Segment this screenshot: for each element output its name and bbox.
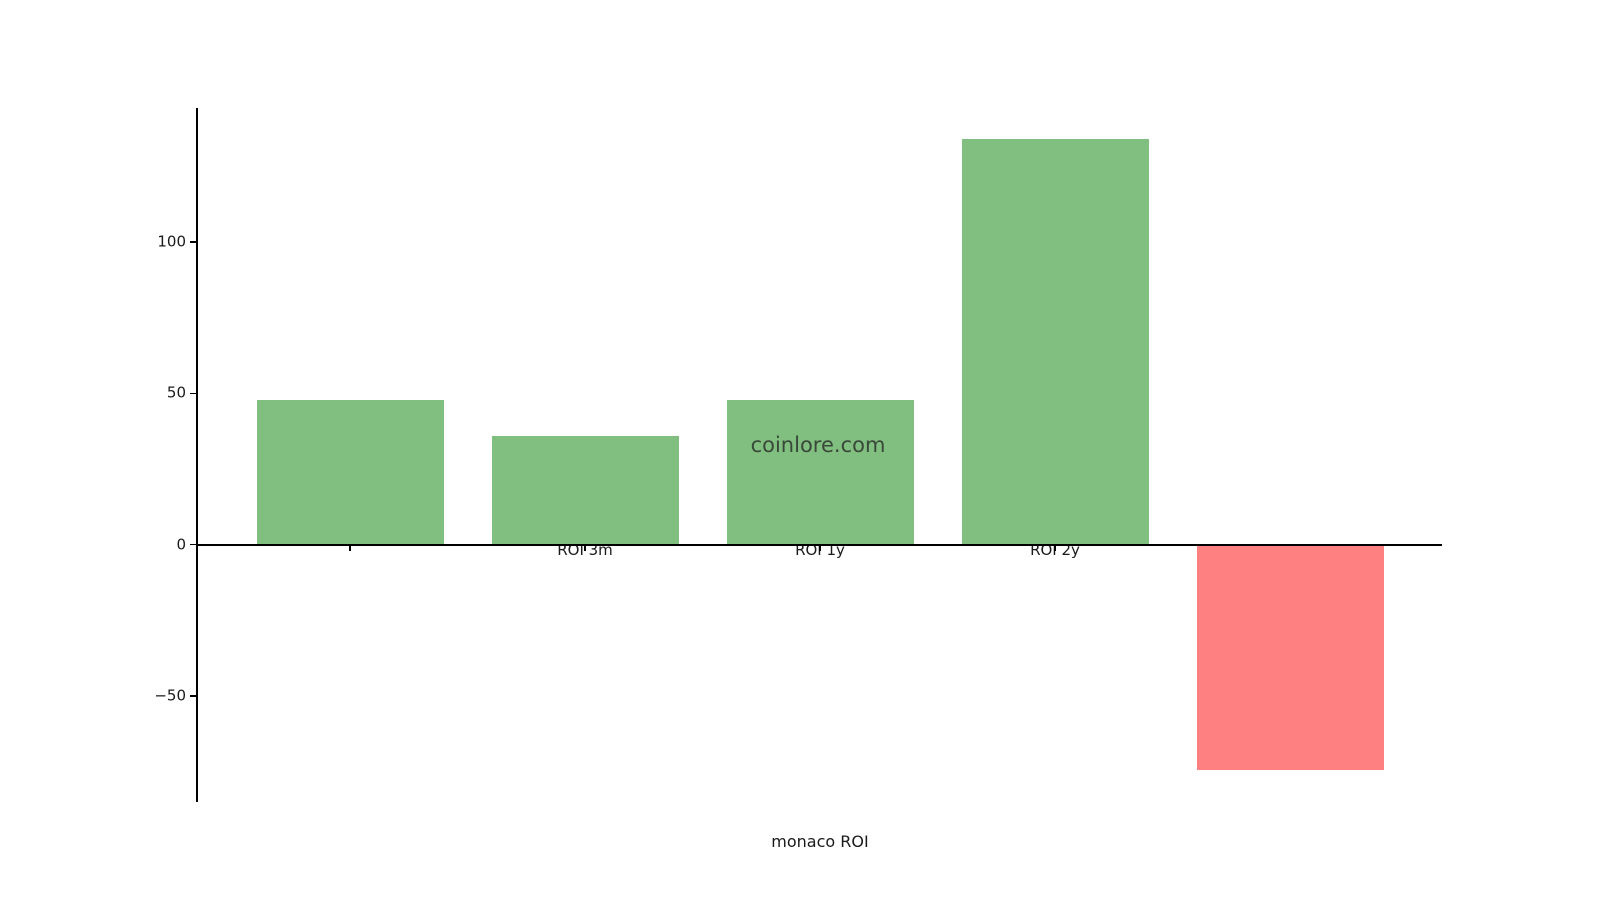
y-tick-label-0: 0 [176, 535, 186, 554]
y-tick-mark-0 [190, 544, 196, 546]
x-tick-mark-roi-3m [584, 545, 586, 551]
y-axis-spine [196, 108, 198, 802]
bar-roi-3m [491, 435, 679, 545]
bar-blank-4 [1196, 545, 1384, 770]
x-tick-mark-roi-2y [1054, 545, 1056, 551]
bar-blank-0 [256, 399, 444, 545]
y-tick-mark-100 [190, 241, 196, 243]
x-tick-mark-blank-0 [349, 545, 351, 551]
y-tick-mark-50 [190, 392, 196, 395]
x-axis-zero-line [196, 544, 1442, 546]
y-tick-label-50: 50 [166, 383, 186, 402]
y-tick-mark--50 [190, 695, 196, 697]
bar-roi-1y [726, 399, 914, 545]
y-tick-label--50: −50 [154, 686, 186, 705]
x-tick-mark-roi-1y [819, 545, 821, 551]
watermark: coinlore.com [750, 433, 886, 457]
y-tick-label-100: 100 [157, 232, 186, 251]
x-axis-label: monaco ROI [771, 832, 869, 851]
bar-roi-2y [961, 139, 1149, 545]
